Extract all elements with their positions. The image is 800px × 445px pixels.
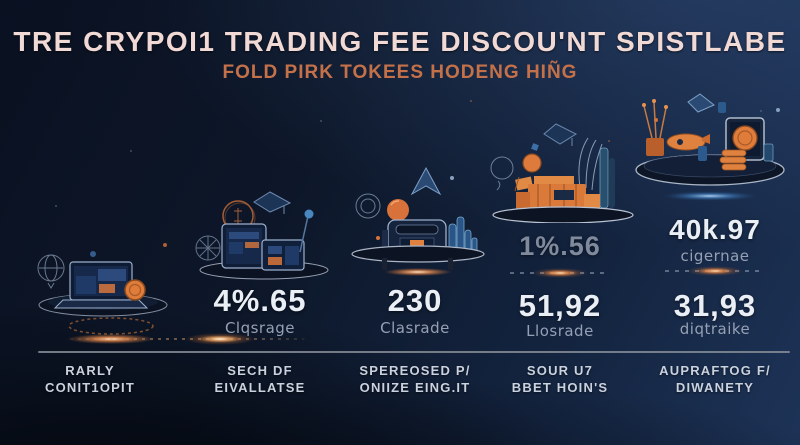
pedestal [492, 206, 634, 223]
divider-line [38, 351, 790, 353]
stat-caption: Clasrade [380, 319, 450, 337]
stat-value: 51,92 [518, 288, 602, 323]
laptop-workstation-illustration [37, 243, 168, 344]
bottle-icon [609, 158, 615, 208]
stat-value: 230 [387, 283, 443, 318]
stat-caption: diqtraike [679, 320, 751, 338]
laptop-icon [53, 261, 149, 309]
graduation-cap-icon [253, 191, 292, 214]
globe-sketch-icon [37, 254, 65, 289]
terminal-machine-illustration [351, 166, 485, 276]
stat-divider [665, 266, 765, 276]
machine-icon [382, 219, 447, 255]
footer-label: SPEREOSED P/ONIIZE EING.IT [359, 363, 471, 395]
orbit-ring [68, 317, 154, 335]
footer-label: SECH DF EIVALLATSE [214, 363, 306, 395]
stat-caption: Clqsrage [224, 319, 296, 337]
stat-value: 4%.65 [213, 283, 307, 318]
bottle-icon [718, 102, 726, 113]
footer-label: SOUR U7 BBET HOIN'S [511, 363, 609, 395]
tablet-icon [221, 223, 267, 269]
main-title: TRE CRYPOI1 TRADING FEE DISCOU'NT SPISTL… [13, 26, 787, 57]
orange-ball-icon [387, 199, 409, 221]
stat-secondary-value: 1%.56 [519, 231, 601, 261]
crates-icon [516, 176, 600, 210]
graduation-cap-icon [543, 123, 578, 146]
coin-stack-icon [719, 149, 747, 171]
stat-divider [510, 268, 610, 278]
incense-sticks-icon [642, 99, 668, 156]
floor-glow [70, 333, 305, 345]
plant-stems-icon [578, 137, 603, 191]
table [351, 245, 485, 276]
coin-icon [124, 279, 146, 301]
bottle-icon [599, 147, 609, 209]
antenna-icon [299, 209, 314, 253]
submarine-icon [666, 133, 710, 151]
stat-top-value: 40k.97 [669, 214, 761, 245]
glow [384, 268, 452, 276]
footer-label: RARLY CONIT1OPIT [44, 363, 135, 395]
arrow-up-icon [410, 166, 442, 196]
scribble-icon [490, 156, 514, 191]
tray-illustration [635, 93, 785, 201]
stat-top-caption: cigernae [680, 247, 750, 265]
subtitle: FOLD PIRK TOKEES HODENG HIÑG [222, 62, 578, 83]
stat-value: 31,93 [673, 288, 757, 323]
coin-sketch-icon [355, 193, 381, 219]
coin-icon [522, 153, 542, 173]
footer-label: AUPRAFTOG F/DIWANETY [659, 363, 771, 395]
bottle-icon [698, 146, 707, 161]
devices-illustration [195, 191, 329, 280]
wheel-sketch-icon [195, 235, 221, 261]
paper-plane-icon [687, 93, 715, 113]
glow [660, 191, 760, 201]
stat-caption: Llosrade [526, 322, 594, 340]
phone-icon [261, 239, 305, 271]
market-crates-illustration [490, 123, 634, 223]
bottle-icon [763, 143, 774, 162]
